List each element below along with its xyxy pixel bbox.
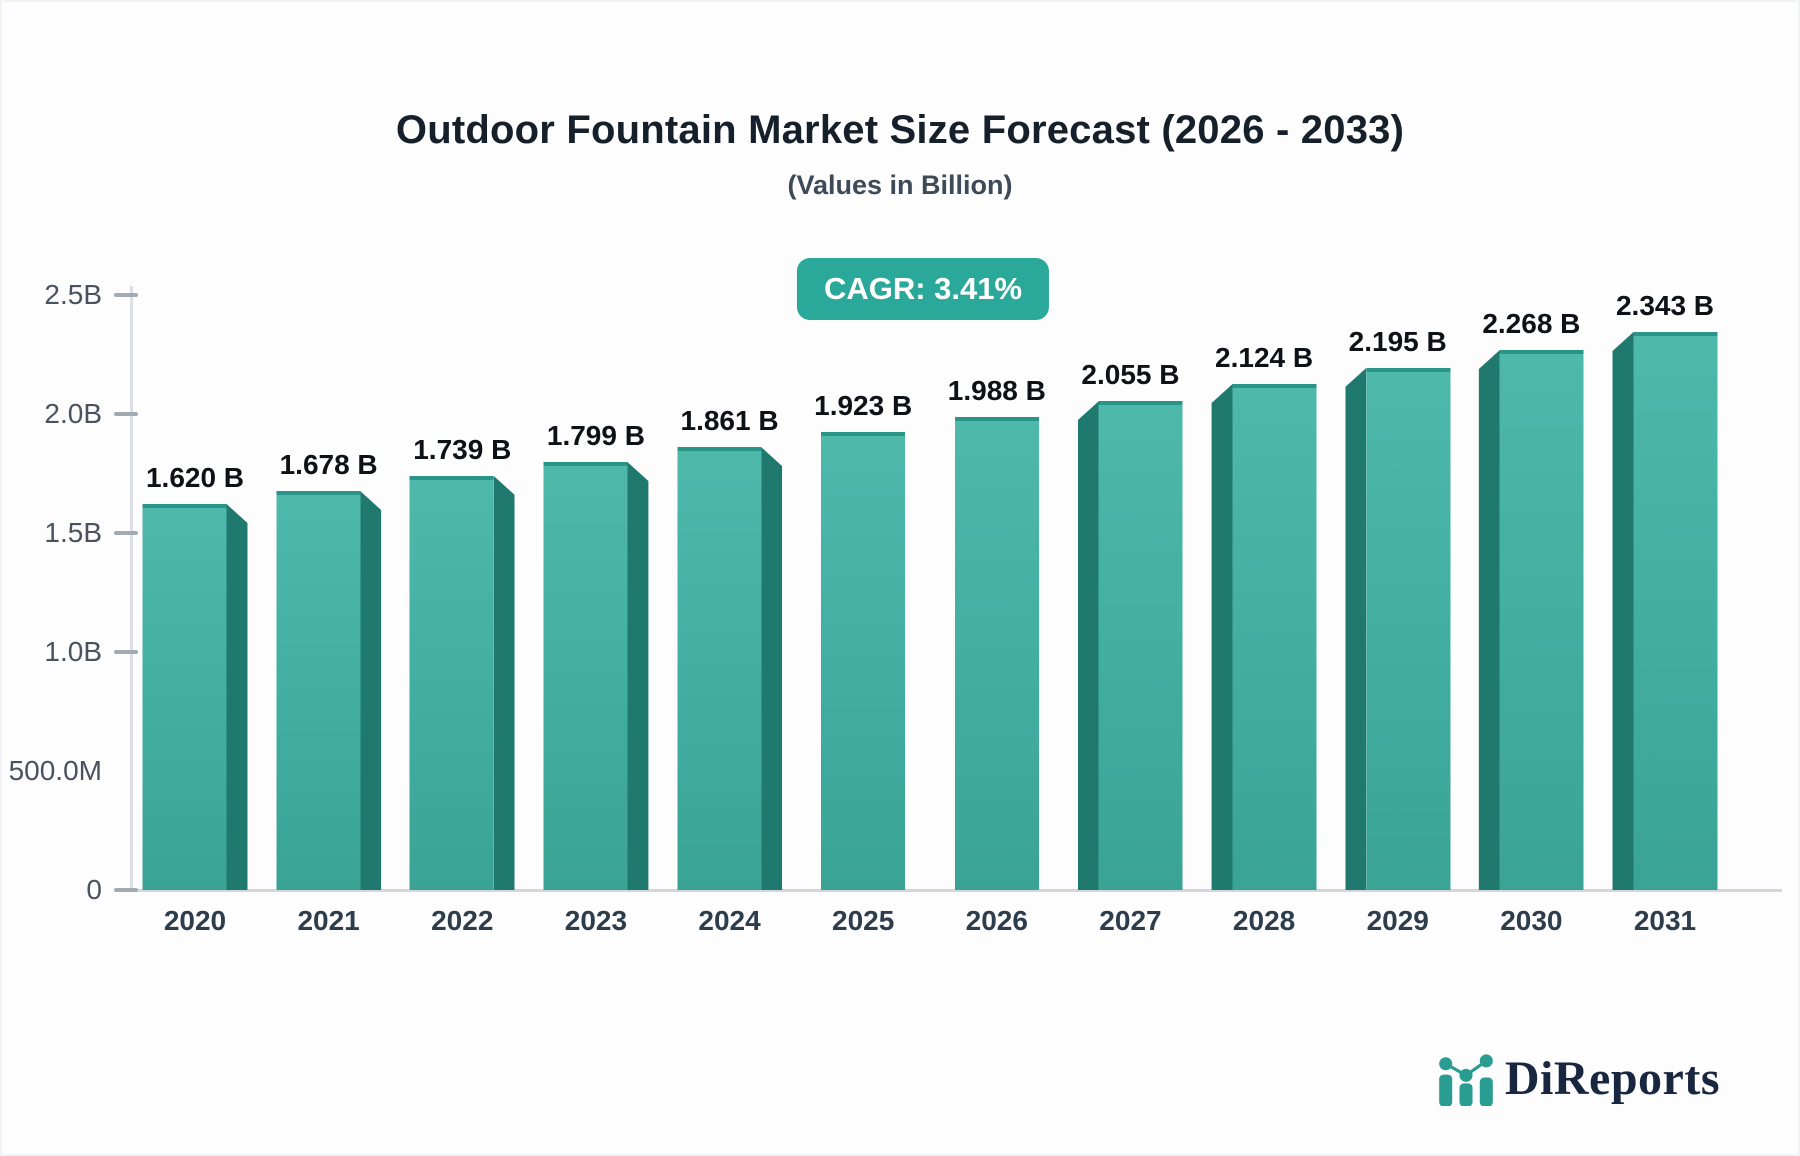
cagr-badge: CAGR: 3.41% [796,258,1050,320]
bar-2031 [1612,332,1718,890]
bar-value-label: 1.988 B [947,375,1046,406]
bar-side-face [627,462,649,890]
x-axis-label-2026: 2026 [965,905,1028,936]
bar-side-face [1211,384,1233,890]
x-axis-label-2027: 2027 [1099,905,1162,936]
bar-2021 [276,491,382,890]
bar-value-label: 2.195 B [1348,326,1447,357]
bar-value-label: 2.268 B [1482,308,1581,339]
bar-front-face [1499,350,1584,890]
bar-front-face [821,432,906,890]
x-axis-label-2030: 2030 [1500,905,1563,936]
bar-2023 [543,462,649,890]
y-tick-mark [114,888,138,892]
y-tick-label: 1.5B [44,517,102,548]
bar-front-face [677,447,762,890]
bar-column-2030: 2.268 B 2030 [1464,2,1598,1154]
bar-front-face [276,491,361,890]
chart-title: Outdoor Fountain Market Size Forecast (2… [395,108,1405,152]
y-axis-line [130,286,133,892]
bar-column-2025: 1.923 B 2025 [796,2,930,1154]
y-tick-1.5B: 1.5B [2,517,142,549]
y-tick-2.0B: 2.0B [2,398,142,430]
bar-value-label: 1.739 B [413,434,512,465]
bar-value-label: 1.678 B [279,449,378,480]
bar-side-face [761,447,783,890]
x-axis-label-2023: 2023 [564,905,628,936]
bar-value-label: 2.124 B [1215,342,1314,373]
bar-side-face [1345,368,1367,890]
bar-front-face [1366,368,1451,890]
bar-front-face [142,504,227,890]
bar-side-face [226,504,248,890]
bar-2029 [1345,368,1451,890]
bar-column-2031: 2.343 B 2031 [1598,2,1732,1154]
bar-column-2021: 1.678 B 2021 [262,2,396,1154]
y-tick-label: 500.0M [8,755,102,786]
bar-column-2029: 2.195 B 2029 [1331,2,1465,1154]
x-axis-label-2020: 2020 [163,905,227,936]
x-axis-label-2021: 2021 [297,905,360,936]
bar-column-2020: 1.620 B 2020 [128,2,262,1154]
bar-column-2024: 1.861 B 2024 [663,2,797,1154]
bar-2026 [954,417,1039,890]
bar-side-face [493,476,515,890]
bar-value-label: 1.861 B [680,405,779,436]
bar-front-face [1232,384,1317,890]
bar-2027 [1077,401,1183,890]
bar-column-2027: 2.055 B 2027 [1063,2,1197,1154]
brand-logo-text: DiReports [1504,1052,1720,1105]
y-tick-0: 0 [2,874,142,906]
bar-column-2028: 2.124 B 2028 [1197,2,1331,1154]
brand-logo: DiReports [1437,1051,1720,1106]
y-tick-label: 2.5B [44,279,102,310]
x-axis-label-2029: 2029 [1366,905,1429,936]
bar-2024 [677,447,783,890]
bar-2022 [409,476,515,890]
bar-2020 [142,504,248,890]
chart-subtitle: (Values in Billion) [787,170,1013,200]
bar-value-label: 2.055 B [1081,359,1180,390]
y-tick-mark [114,412,138,416]
bar-front-face [1633,332,1718,890]
x-axis-label-2025: 2025 [832,905,895,936]
bar-side-face [1077,401,1099,890]
bar-side-face [1478,350,1500,890]
y-tick-label: 0 [86,874,102,905]
bar-2028 [1211,384,1317,890]
y-tick-mark [114,650,138,654]
y-tick-1.0B: 1.0B [2,636,142,668]
bar-2025 [821,432,906,890]
bar-value-label: 2.343 B [1615,290,1715,321]
y-tick-mark [114,531,138,535]
x-axis-line [130,889,1782,892]
bar-value-label: 1.923 B [814,390,913,421]
y-tick-label: 2.0B [44,398,102,429]
x-axis-label-2022: 2022 [431,905,494,936]
x-axis-label-2024: 2024 [698,905,761,936]
bar-2030 [1478,350,1584,890]
x-axis-label-2031: 2031 [1633,905,1697,936]
bar-front-face [1098,401,1183,890]
y-tick-2.5B: 2.5B [2,279,142,311]
y-tick-label: 1.0B [44,636,102,667]
bar-value-label: 1.620 B [145,462,245,493]
bar-column-2023: 1.799 B 2023 [529,2,663,1154]
bar-side-face [1612,332,1634,890]
bar-side-face [360,491,382,890]
y-tick-500.0M: 500.0M [2,755,142,787]
bar-value-label: 1.799 B [546,420,645,451]
bar-front-face [954,417,1039,890]
x-axis-label-2028: 2028 [1232,905,1296,936]
bar-front-face [543,462,628,890]
bar-column-2022: 1.739 B 2022 [395,2,529,1154]
bar-front-face [409,476,494,890]
y-tick-mark [114,293,138,297]
bar-chart-logo-icon [1439,1053,1493,1106]
bar-column-2026: 1.988 B 2026 [930,2,1064,1154]
